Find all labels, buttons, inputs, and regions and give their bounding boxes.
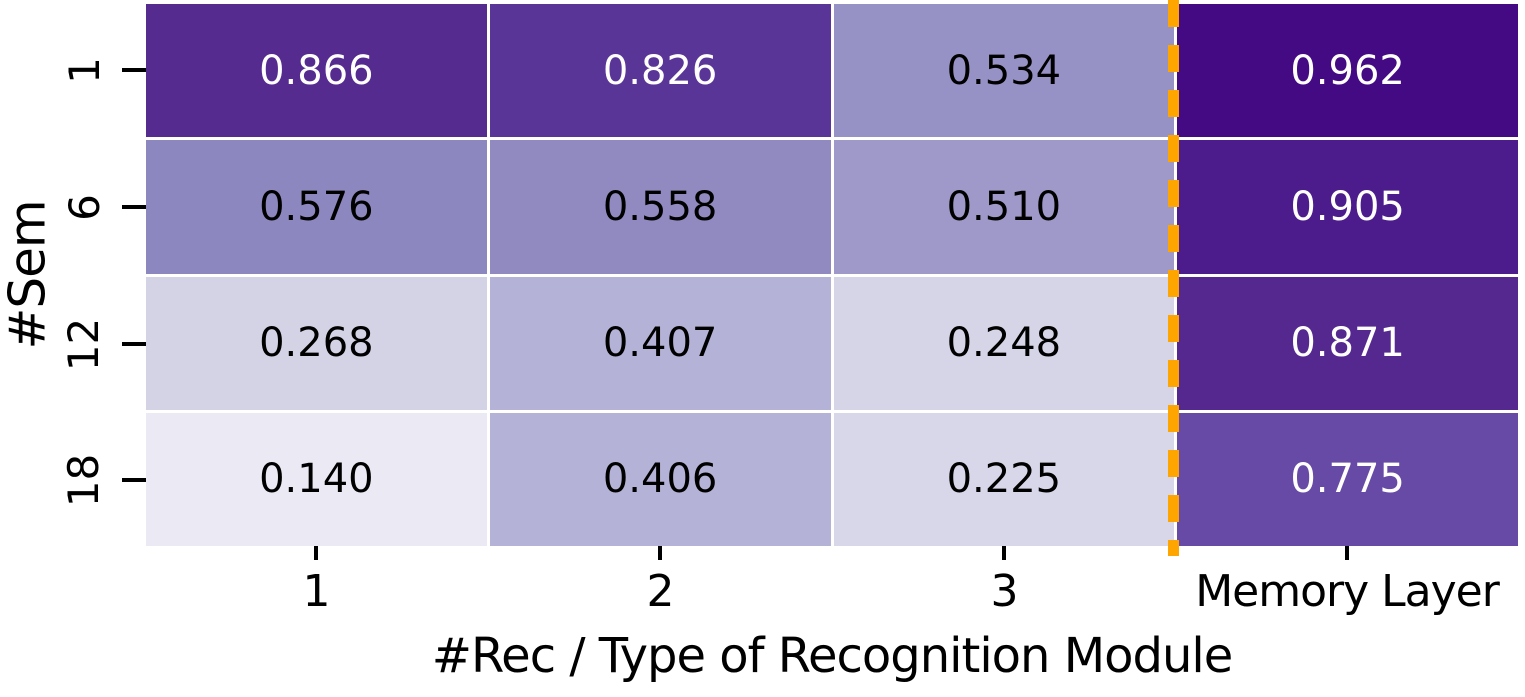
- heatmap-cell: 0.248: [833, 276, 1175, 410]
- memory-layer-separator-dashed-line: [1168, 0, 1179, 556]
- x-tick-label: 3: [990, 566, 1019, 617]
- x-tick-label: 1: [302, 566, 331, 617]
- heatmap-cell: 0.866: [146, 4, 487, 138]
- heatmap-cell: 0.406: [489, 412, 831, 546]
- y-tick-mark: [122, 342, 146, 346]
- heatmap-cell: 0.576: [146, 140, 487, 274]
- heatmap-cell: 0.510: [833, 140, 1175, 274]
- heatmap-cell: 0.871: [1177, 276, 1518, 410]
- x-tick-mark: [658, 546, 662, 560]
- heatmap-cell: 0.558: [489, 140, 831, 274]
- heatmap-cell: 0.534: [833, 4, 1175, 138]
- x-tick-label: 2: [646, 566, 675, 617]
- x-tick-mark: [1002, 546, 1006, 560]
- x-tick-label: Memory Layer: [1195, 566, 1500, 617]
- heatmap-cell: 0.225: [833, 412, 1175, 546]
- y-tick-label-text: 1: [59, 56, 109, 84]
- heatmap-plot-area: 0.866 0.826 0.534 0.962 0.576 0.558 0.510 0.905…: [146, 4, 1518, 546]
- heatmap-cell: 0.962: [1177, 4, 1518, 138]
- heatmap-cell: 0.140: [146, 412, 487, 546]
- y-tick-label-text: 6: [59, 193, 109, 221]
- x-axis-label: #Rec / Type of Recognition Module: [431, 628, 1234, 684]
- y-tick-label-text: 18: [59, 453, 109, 507]
- y-tick-mark: [122, 205, 146, 209]
- x-tick-mark: [1345, 546, 1349, 560]
- heatmap-cell: 0.407: [489, 276, 831, 410]
- y-tick-mark: [122, 478, 146, 482]
- y-tick-mark: [122, 68, 146, 72]
- heatmap-cell: 0.268: [146, 276, 487, 410]
- y-axis-label-text: #Sem: [0, 200, 58, 350]
- x-tick-mark: [314, 546, 318, 560]
- y-tick-label-text: 12: [59, 317, 109, 371]
- heatmap-cell: 0.826: [489, 4, 831, 138]
- heatmap-cell: 0.775: [1177, 412, 1518, 546]
- heatmap-grid: 0.866 0.826 0.534 0.962 0.576 0.558 0.510 0.905…: [146, 4, 1518, 546]
- heatmap-cell: 0.905: [1177, 140, 1518, 274]
